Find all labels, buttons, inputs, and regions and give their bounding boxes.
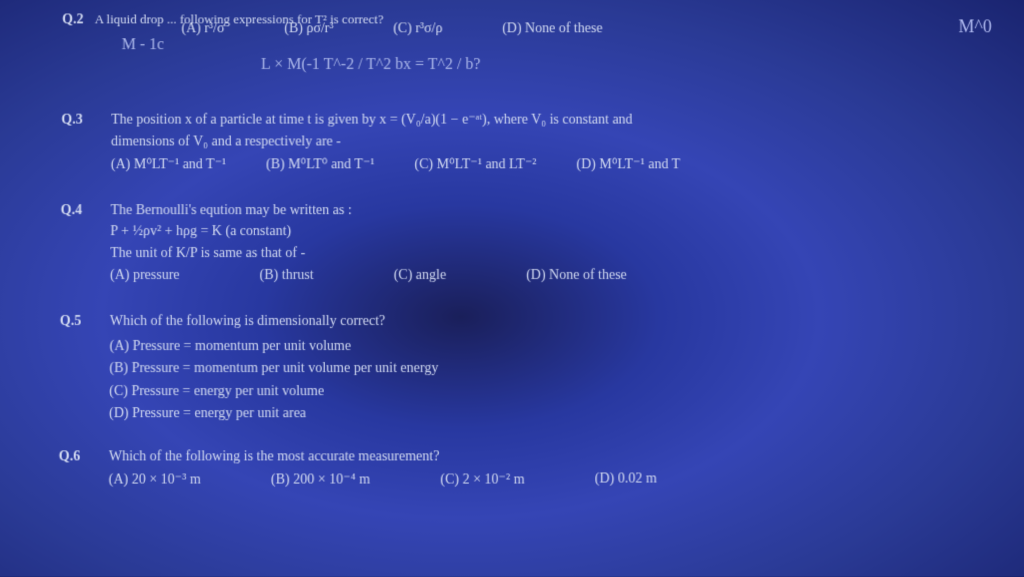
question-2-block: Q.2 A liquid drop ... following expressi… <box>61 12 982 106</box>
question-4-block: Q.4 The Bernoulli's eqution may be writt… <box>61 201 984 221</box>
q2-option-c: (C) r³σ/ρ <box>393 21 442 37</box>
q5-options: (A) Pressure = momentum per unit volume … <box>109 336 985 426</box>
question-5-block: Q.5 Which of the following is dimensiona… <box>60 312 985 332</box>
q2-option-b: (B) ρσ/r³ <box>284 21 333 37</box>
q4-subprompt: The unit of K/P is same as that of - <box>110 246 984 262</box>
q4-options: (A) pressure (B) thrust (C) angle (D) No… <box>110 268 984 284</box>
q6-options: (A) 20 × 10⁻³ m (B) 200 × 10⁻⁴ m (C) 2 ×… <box>109 471 986 488</box>
q6-option-d: (D) 0.02 m <box>595 471 657 488</box>
q6-option-a: (A) 20 × 10⁻³ m <box>109 471 201 488</box>
q4-equation: P + ½ρv² + hρg = K (a constant) <box>110 224 983 240</box>
q4-option-a: (A) pressure <box>110 268 180 284</box>
q6-number: Q.6 <box>59 450 109 466</box>
q5-option-d: (D) Pressure = energy per unit area <box>109 403 985 425</box>
q4-option-d: (D) None of these <box>526 268 627 284</box>
q3-prompt: The position x of a particle at time t i… <box>111 111 983 130</box>
q3-option-b: (B) M⁰LT⁰ and T⁻¹ <box>266 156 375 173</box>
q6-prompt: Which of the following is the most accur… <box>109 448 986 468</box>
exam-page: M^0 Q.2 A liquid drop ... following expr… <box>0 2 1024 577</box>
question-6-block: Q.6 Which of the following is the most a… <box>59 448 986 468</box>
q2-options-row: (A) r³/σ (B) ρσ/r³ (C) r³σ/ρ (D) None of… <box>181 21 602 37</box>
q4-prompt: The Bernoulli's eqution may be written a… <box>110 201 983 221</box>
handwriting-2: L × M(-1 T^-2 / T^2 bx = T^2 / b? <box>261 56 481 74</box>
q3-number: Q.3 <box>61 113 111 129</box>
q4-option-c: (C) angle <box>394 268 446 284</box>
question-3-block: Q.3 The position x of a particle at time… <box>61 111 982 130</box>
q3-option-a: (A) M⁰LT⁻¹ and T⁻¹ <box>111 156 226 173</box>
q6-option-b: (B) 200 × 10⁻⁴ m <box>271 471 370 488</box>
q5-option-a: (A) Pressure = momentum per unit volume <box>110 336 985 358</box>
q3-subprompt: dimensions of V₀ and a respectively are … <box>111 134 983 150</box>
q2-option-d: (D) None of these <box>502 21 602 37</box>
q4-option-b: (B) thrust <box>260 268 314 284</box>
q2-option-a: (A) r³/σ <box>181 21 224 37</box>
q5-prompt: Which of the following is dimensionally … <box>110 312 985 332</box>
q3-options: (A) M⁰LT⁻¹ and T⁻¹ (B) M⁰LT⁰ and T⁻¹ (C)… <box>111 156 983 173</box>
q3-option-c: (C) M⁰LT⁻¹ and LT⁻² <box>414 156 536 173</box>
q3-option-d: (D) M⁰LT⁻¹ and T <box>576 156 680 173</box>
q5-number: Q.5 <box>60 314 110 330</box>
q4-number: Q.4 <box>61 203 111 219</box>
q5-option-c: (C) Pressure = energy per unit volume <box>109 381 985 403</box>
q6-option-c: (C) 2 × 10⁻² m <box>440 471 524 488</box>
q2-number: Q.2 <box>62 13 83 28</box>
handwriting-1: M - 1c <box>122 36 165 54</box>
q5-option-b: (B) Pressure = momentum per unit volume … <box>109 358 984 380</box>
